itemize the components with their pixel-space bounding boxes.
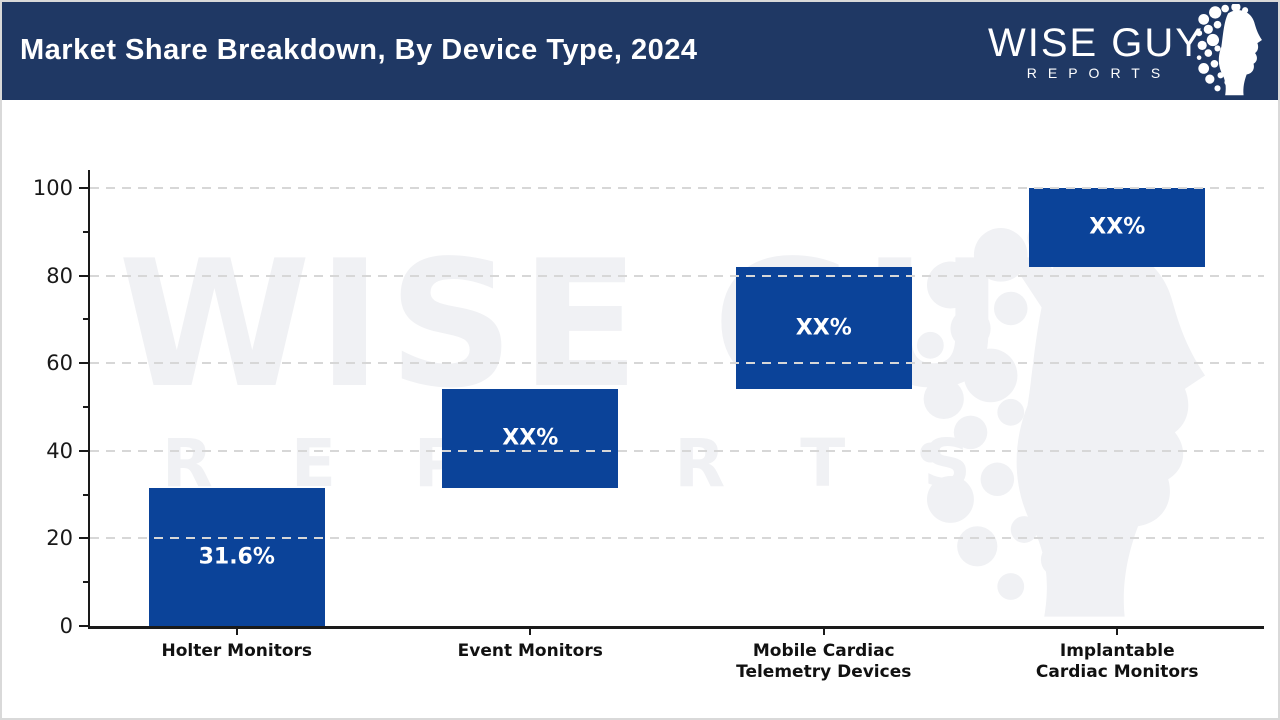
bar-value-label: 31.6% [198, 544, 275, 570]
x-category-label: Event Monitors [457, 641, 603, 661]
plot-area: 31.6% XX% XX% XX% 0 20 40 60 80 100 Holter Monit… [33, 170, 1264, 682]
bar [1029, 188, 1206, 267]
y-tick [79, 449, 88, 452]
logo-wordmark: WISE GUY [987, 20, 1204, 65]
x-tick [235, 626, 238, 635]
y-tick-label: 40 [46, 438, 73, 463]
bar-value-label: XX% [1089, 214, 1146, 240]
bar-value-label: XX% [795, 315, 852, 341]
bar-value-label: XX% [502, 425, 559, 451]
y-tick [79, 274, 88, 277]
y-tick-label: 80 [46, 263, 73, 288]
bar [148, 487, 325, 626]
y-tick-label: 20 [46, 526, 73, 551]
gridline [90, 449, 1264, 452]
y-tick [79, 187, 88, 189]
x-tick [529, 626, 532, 635]
x-category-label: Holter Monitors [161, 641, 313, 661]
x-tick [822, 626, 825, 635]
y-minor-tick [83, 230, 88, 233]
gridline [90, 537, 1264, 540]
y-minor-tick [83, 493, 88, 496]
x-category-label: Mobile Cardiac Telemetry Devices [736, 641, 912, 683]
bar [442, 388, 619, 488]
y-minor-tick [83, 318, 88, 321]
x-category-label: Implantable Cardiac Monitors [1035, 641, 1199, 683]
y-tick [79, 625, 88, 627]
logo-head-icon [1196, 4, 1262, 96]
header: Market Share Breakdown, By Device Type, … [0, 0, 1280, 100]
y-tick [79, 537, 88, 540]
gridline [90, 274, 1264, 277]
y-tick-label: 0 [59, 614, 73, 638]
y-tick-label: 100 [32, 176, 73, 200]
chart-title: Market Share Breakdown, By Device Type, … [20, 33, 698, 66]
y-tick-label: 60 [46, 351, 73, 376]
x-tick [1116, 626, 1119, 635]
y-minor-tick [83, 406, 88, 408]
gridline [90, 187, 1264, 189]
gridline [90, 362, 1264, 365]
y-minor-tick [83, 581, 88, 584]
wise-guy-logo: WISE GUY REPORTS [988, 2, 1268, 98]
bar [735, 266, 912, 389]
logo-text: WISE GUY REPORTS [988, 23, 1204, 80]
y-tick [79, 362, 88, 365]
logo-subtitle: REPORTS [1026, 64, 1172, 81]
